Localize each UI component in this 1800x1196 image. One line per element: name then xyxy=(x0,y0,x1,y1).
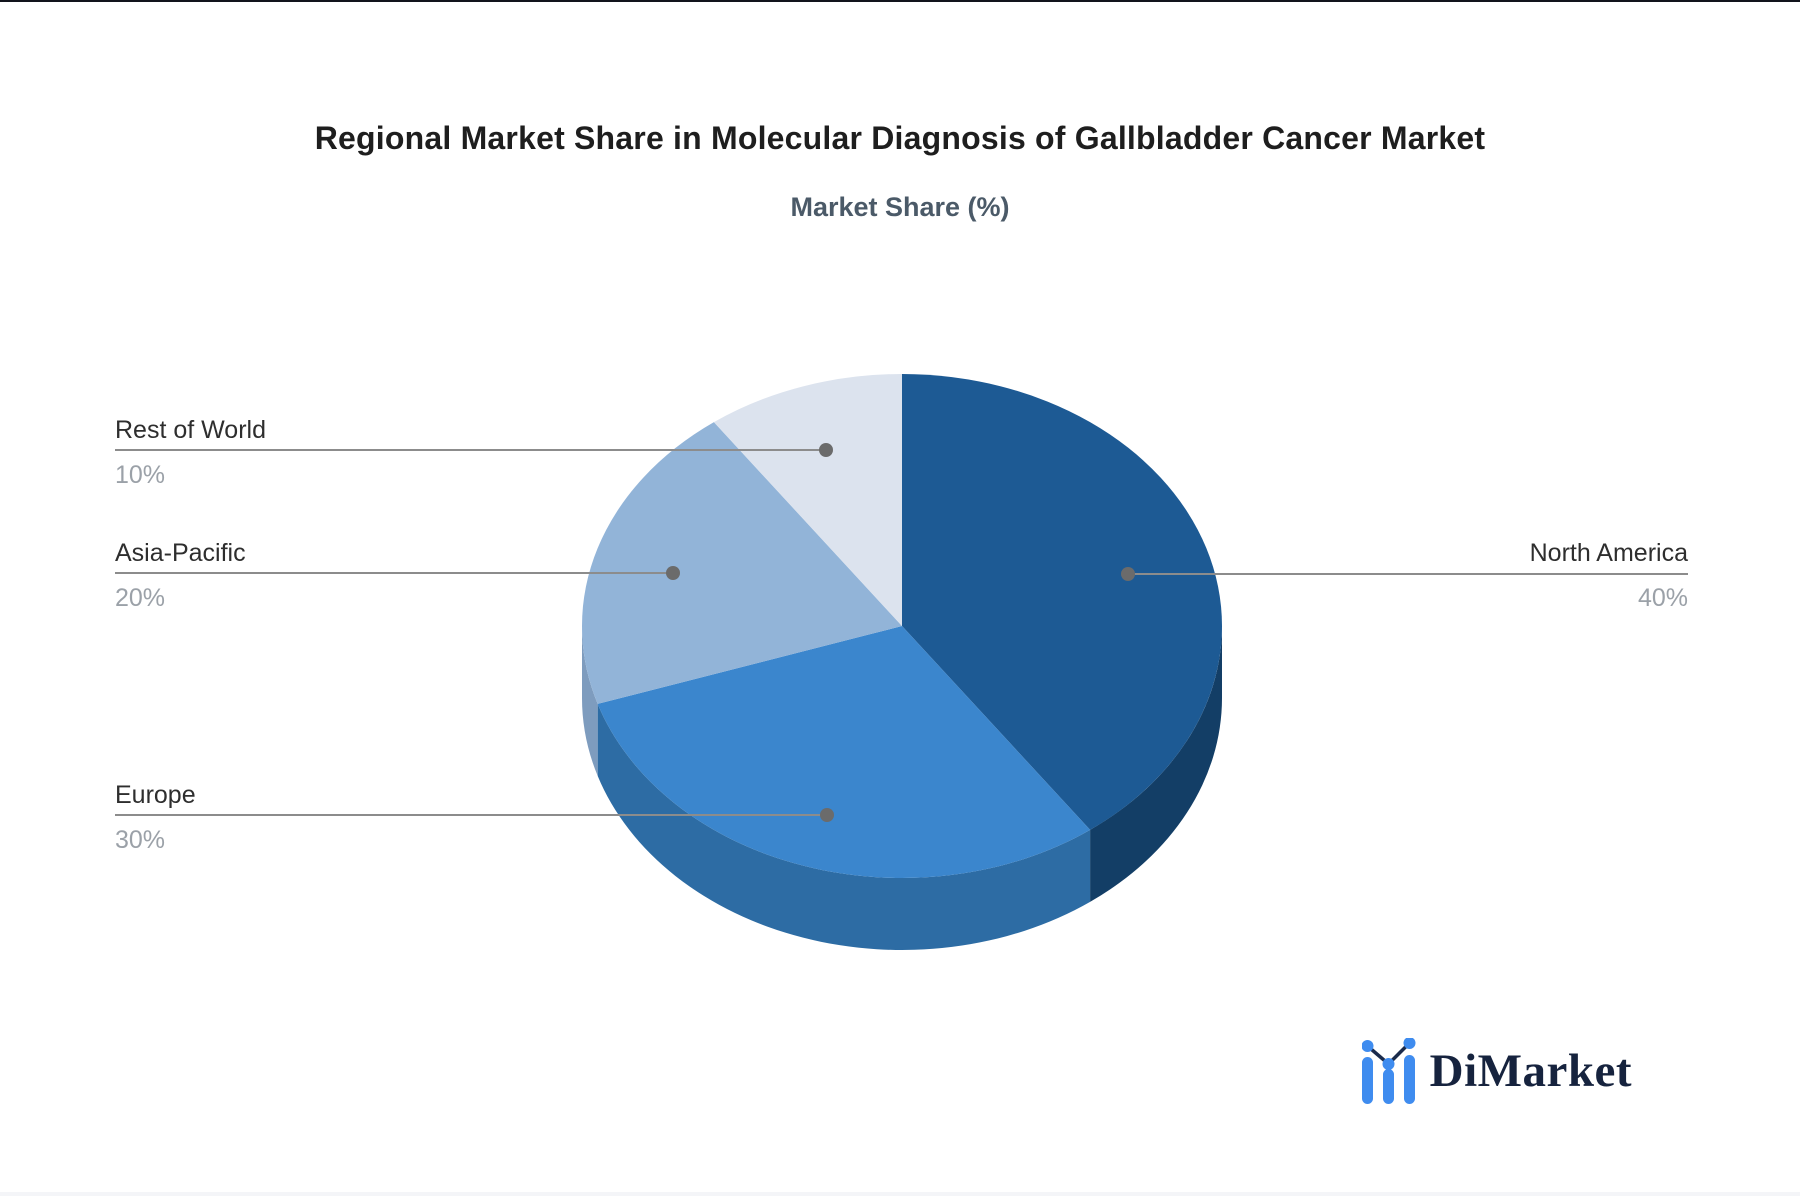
top-border xyxy=(0,0,1800,2)
bottom-border xyxy=(0,1192,1800,1196)
dimarket-logo: DiMarket xyxy=(1361,1038,1632,1104)
pie-slice-rest-of-world xyxy=(713,374,902,626)
bar-line-chart-icon xyxy=(1361,1038,1416,1104)
leader-dot-europe xyxy=(820,808,834,822)
leader-dot-rest-of-world xyxy=(819,443,833,457)
slice-label-europe: Europe xyxy=(115,781,196,809)
slice-pct-asia-pacific: 20% xyxy=(115,584,166,612)
leader-dot-north-america xyxy=(1121,567,1135,581)
slice-pct-north-america: 40% xyxy=(1637,584,1688,612)
leader-dot-asia-pacific xyxy=(666,566,680,580)
slice-pct-europe: 30% xyxy=(115,826,166,854)
pie-slice-side-europe xyxy=(597,703,1091,950)
logo-text: DiMarket xyxy=(1429,1045,1632,1097)
slice-label-asia-pacific: Asia-Pacific xyxy=(115,539,246,567)
pie-slice-north-america xyxy=(902,374,1222,830)
pie-slice-asia-pacific xyxy=(582,422,902,704)
slice-label-north-america: North America xyxy=(1529,539,1688,567)
pie-slice-side-asia-pacific xyxy=(582,626,598,776)
chart-title: Regional Market Share in Molecular Diagn… xyxy=(314,120,1486,156)
slice-label-rest-of-world: Rest of World xyxy=(115,416,266,444)
pie-slice-side-north-america xyxy=(1090,626,1222,902)
slice-pct-rest-of-world: 10% xyxy=(115,461,166,489)
chart-subtitle: Market Share (%) xyxy=(790,192,1010,222)
